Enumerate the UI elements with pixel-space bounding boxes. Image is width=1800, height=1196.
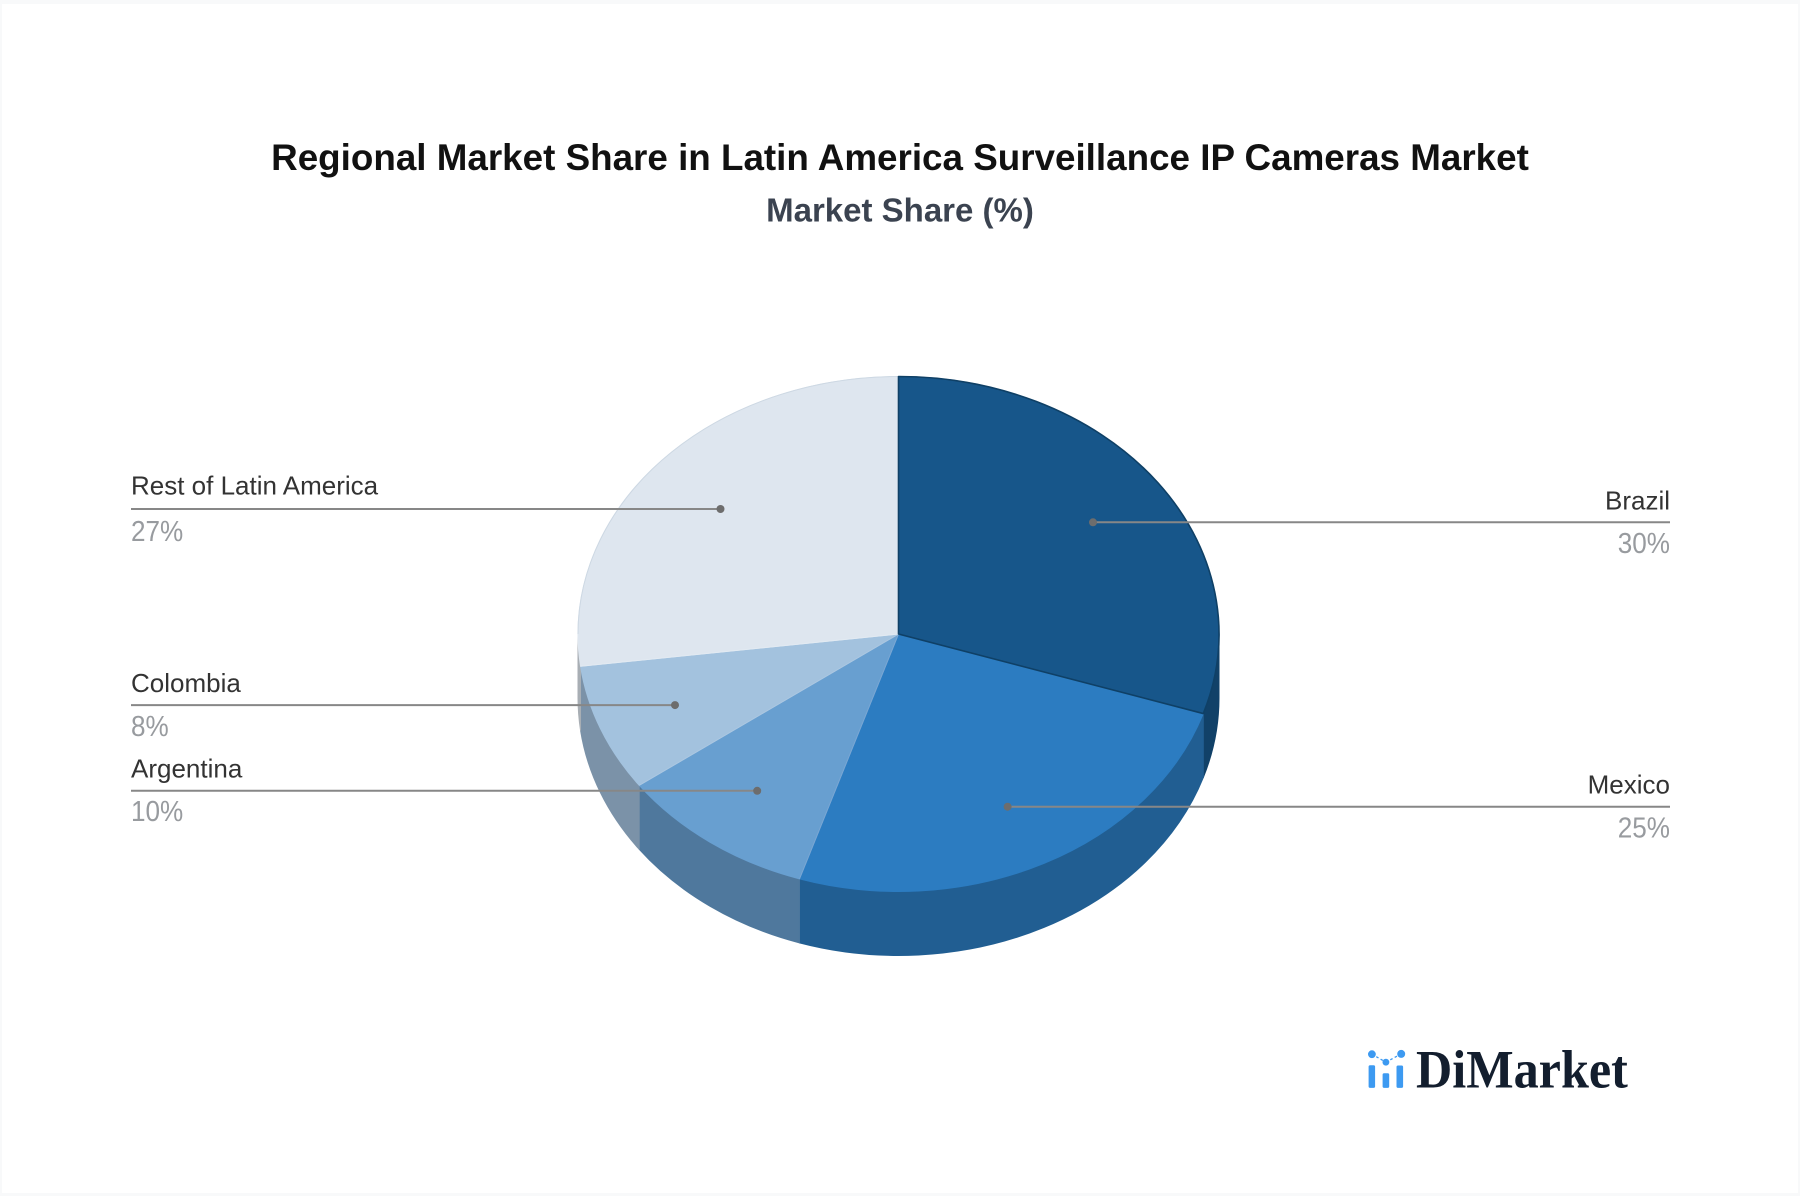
- svg-text:Regional Market Share in Latin: Regional Market Share in Latin America S…: [271, 137, 1529, 178]
- svg-text:30%: 30%: [1618, 527, 1670, 560]
- svg-text:25%: 25%: [1618, 811, 1670, 844]
- svg-text:Argentina: Argentina: [131, 754, 243, 784]
- svg-text:Mexico: Mexico: [1588, 770, 1670, 800]
- svg-text:DiMarket: DiMarket: [1416, 1041, 1629, 1100]
- svg-text:Colombia: Colombia: [131, 668, 241, 698]
- svg-text:10%: 10%: [131, 795, 183, 828]
- svg-text:27%: 27%: [131, 515, 183, 548]
- svg-text:8%: 8%: [131, 710, 169, 743]
- svg-text:Market Share (%): Market Share (%): [766, 192, 1034, 229]
- svg-text:Rest of Latin America: Rest of Latin America: [131, 471, 379, 501]
- svg-text:Brazil: Brazil: [1605, 486, 1670, 516]
